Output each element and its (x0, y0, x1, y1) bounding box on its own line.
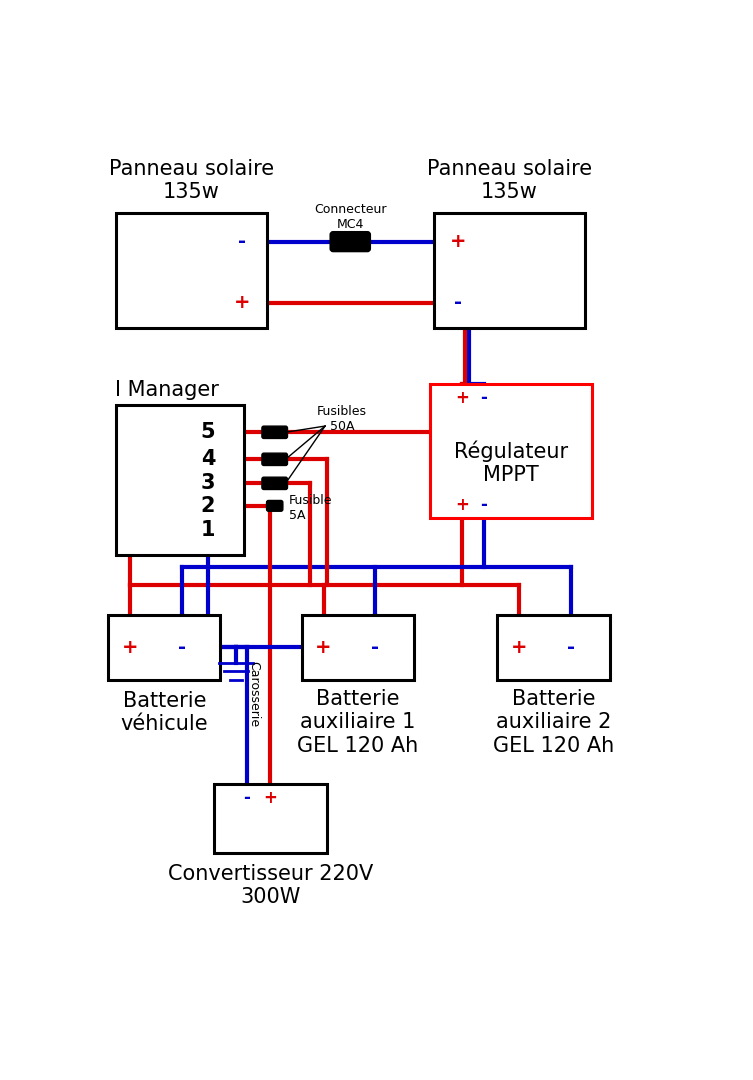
Text: 5: 5 (200, 422, 215, 443)
FancyBboxPatch shape (262, 477, 288, 489)
Text: -: - (480, 496, 487, 514)
Text: Convertisseur 220V
300W: Convertisseur 220V 300W (168, 864, 373, 907)
Text: -: - (371, 638, 380, 657)
Text: Carosserie: Carosserie (247, 661, 260, 728)
Text: 4: 4 (200, 449, 215, 470)
Text: -: - (567, 638, 575, 657)
Bar (430, 383, 593, 518)
Text: +: + (316, 638, 332, 657)
FancyBboxPatch shape (262, 454, 288, 465)
Text: 1: 1 (200, 519, 215, 540)
Text: Régulateur
MPPT: Régulateur MPPT (454, 441, 568, 485)
Text: -: - (178, 638, 186, 657)
Text: Connecteur
MC4: Connecteur MC4 (314, 203, 386, 231)
FancyBboxPatch shape (267, 500, 283, 511)
Text: +: + (456, 496, 469, 514)
Text: Batterie
véhicule: Batterie véhicule (120, 691, 208, 734)
Text: Batterie
auxiliaire 1
GEL 120 Ah: Batterie auxiliaire 1 GEL 120 Ah (297, 689, 419, 756)
Text: -: - (243, 789, 250, 807)
Text: Panneau solaire
135w: Panneau solaire 135w (427, 159, 592, 202)
Text: +: + (456, 389, 469, 406)
Text: 2: 2 (200, 496, 215, 516)
Bar (302, 615, 414, 680)
Bar (116, 213, 267, 328)
FancyBboxPatch shape (331, 232, 370, 252)
Text: +: + (263, 789, 277, 807)
Text: +: + (450, 232, 467, 252)
Text: -: - (480, 389, 487, 406)
Bar (116, 405, 244, 555)
Text: +: + (234, 294, 251, 312)
Bar (497, 615, 609, 680)
Text: Fusible
5A: Fusible 5A (288, 495, 332, 522)
Text: Panneau solaire
135w: Panneau solaire 135w (109, 159, 274, 202)
Bar (434, 213, 584, 328)
Text: I Manager: I Manager (115, 380, 219, 400)
Text: Fusibles
50A: Fusibles 50A (317, 405, 367, 433)
Text: Batterie
auxiliaire 2
GEL 120 Ah: Batterie auxiliaire 2 GEL 120 Ah (492, 689, 614, 756)
Text: -: - (238, 232, 246, 252)
Bar (108, 615, 221, 680)
Text: -: - (454, 294, 462, 312)
Text: +: + (511, 638, 527, 657)
FancyBboxPatch shape (262, 427, 288, 438)
Text: +: + (121, 638, 138, 657)
Text: 3: 3 (200, 473, 215, 494)
Bar (215, 784, 327, 853)
